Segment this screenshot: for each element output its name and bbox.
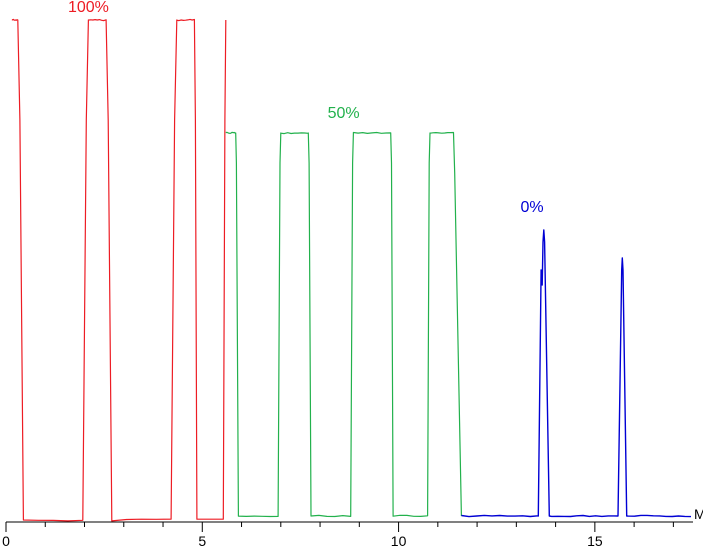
x-tick-label: 0 [2,533,10,546]
series-50: 50% [226,105,462,517]
series-0-label: 0% [520,199,543,216]
x-axis-end-label: MC [694,506,703,522]
series-0: 0% [461,199,691,517]
series-100-label: 100% [68,0,109,16]
x-tick-label: 10 [391,533,407,546]
signal-chart: 0 5 10 15 MC 100% 50% 0% [0,0,703,546]
x-axis: 0 5 10 15 MC [2,506,703,546]
series-100: 100% [12,0,226,521]
series-0-trace [461,230,691,517]
series-50-trace [226,132,462,516]
series-100-trace [12,19,226,521]
x-tick-label: 5 [198,533,206,546]
x-tick-label: 15 [587,533,603,546]
series-50-label: 50% [328,105,360,122]
